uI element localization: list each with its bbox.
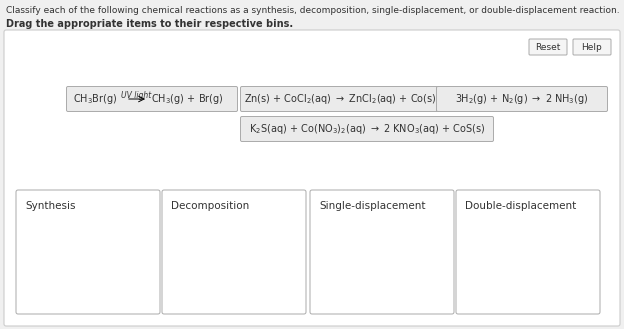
Text: 3H$_2$(g) + N$_2$(g) $\rightarrow$ 2 NH$_3$(g): 3H$_2$(g) + N$_2$(g) $\rightarrow$ 2 NH$…: [456, 92, 588, 106]
FancyBboxPatch shape: [529, 39, 567, 55]
FancyBboxPatch shape: [240, 87, 439, 112]
Text: Reset: Reset: [535, 43, 561, 53]
FancyBboxPatch shape: [573, 39, 611, 55]
Text: Classify each of the following chemical reactions as a synthesis, decomposition,: Classify each of the following chemical …: [6, 6, 620, 15]
Text: Single-displacement: Single-displacement: [319, 201, 426, 211]
FancyBboxPatch shape: [456, 190, 600, 314]
FancyBboxPatch shape: [310, 190, 454, 314]
Text: Double-displacement: Double-displacement: [465, 201, 576, 211]
FancyBboxPatch shape: [240, 116, 494, 141]
Text: Decomposition: Decomposition: [171, 201, 249, 211]
Text: UV light: UV light: [121, 91, 151, 100]
Text: K$_2$S(aq) + Co(NO$_3$)$_2$(aq) $\rightarrow$ 2 KNO$_3$(aq) + CoS(s): K$_2$S(aq) + Co(NO$_3$)$_2$(aq) $\righta…: [249, 122, 485, 136]
FancyBboxPatch shape: [162, 190, 306, 314]
Text: Drag the appropriate items to their respective bins.: Drag the appropriate items to their resp…: [6, 19, 293, 29]
Text: CH$_3$Br(g): CH$_3$Br(g): [73, 92, 117, 106]
Text: Help: Help: [582, 43, 602, 53]
Text: Synthesis: Synthesis: [25, 201, 76, 211]
FancyBboxPatch shape: [67, 87, 238, 112]
FancyBboxPatch shape: [437, 87, 608, 112]
Text: Zn(s) + CoCl$_2$(aq) $\rightarrow$ ZnCl$_2$(aq) + Co(s): Zn(s) + CoCl$_2$(aq) $\rightarrow$ ZnCl$…: [243, 92, 436, 106]
Text: CH$_3$(g) + Br(g): CH$_3$(g) + Br(g): [151, 92, 223, 106]
FancyBboxPatch shape: [4, 30, 620, 326]
FancyBboxPatch shape: [16, 190, 160, 314]
